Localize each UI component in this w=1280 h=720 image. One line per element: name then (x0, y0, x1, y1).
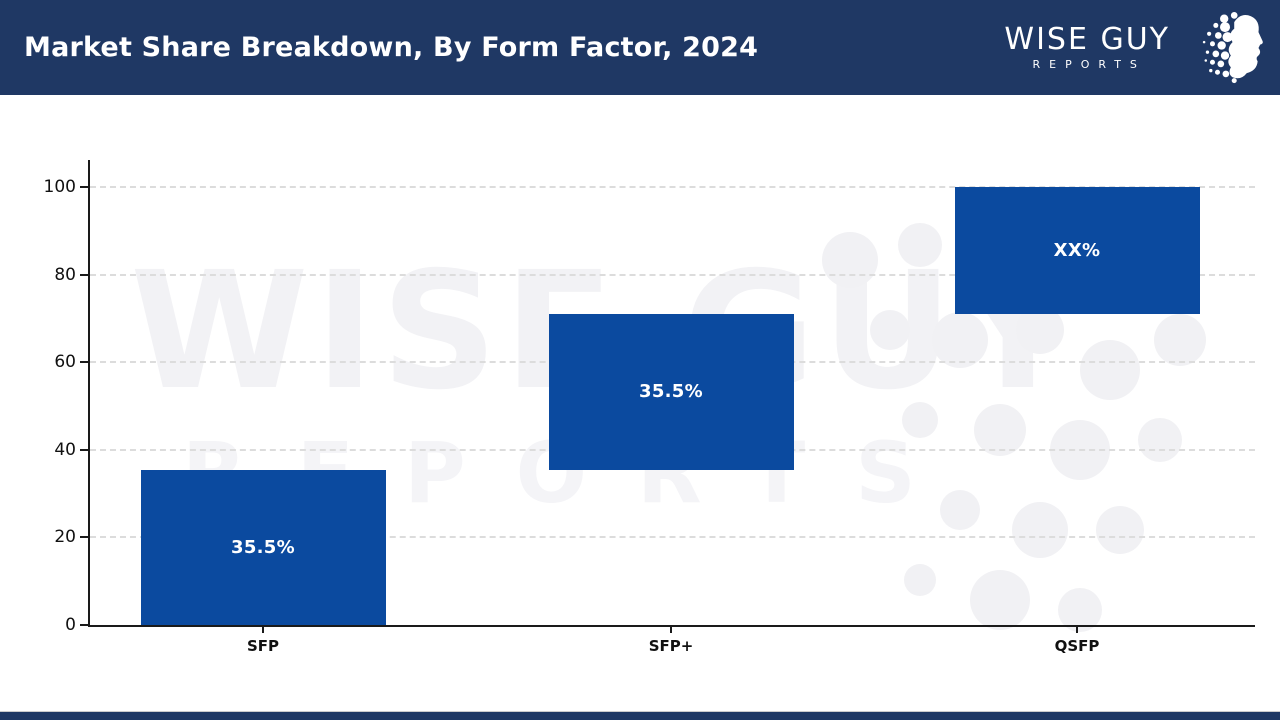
x-tick-mark-0 (262, 627, 264, 633)
bar-sfpplus: 35.5% (548, 314, 794, 470)
gridline-100 (90, 186, 1255, 188)
x-tick-mark-1 (670, 627, 672, 633)
y-tick-label-60: 60 (54, 352, 76, 373)
bar-sfp: 35.5% (140, 469, 386, 625)
y-tick-mark-40 (80, 448, 88, 451)
x-category-label-0: SFP (246, 637, 280, 655)
x-category-label-2: QSFP (1054, 637, 1100, 655)
y-tick-mark-60 (80, 361, 88, 364)
footer-divider (0, 711, 1280, 712)
y-tick-label-40: 40 (54, 439, 76, 460)
bar-value-label: 35.5% (231, 536, 295, 558)
y-tick-label-20: 20 (54, 527, 76, 548)
y-tick-mark-100 (80, 186, 88, 188)
header-bar: Market Share Breakdown, By Form Factor, … (0, 0, 1280, 95)
x-category-label-1: SFP+ (648, 637, 694, 655)
bar-value-label: 35.5% (639, 381, 703, 403)
y-tick-mark-20 (80, 536, 88, 539)
page-title: Market Share Breakdown, By Form Factor, … (24, 32, 759, 63)
bar-qsfp: XX% (954, 187, 1200, 315)
gridline-20 (90, 536, 1255, 539)
y-tick-mark-0 (80, 624, 88, 626)
x-tick-mark-2 (1076, 627, 1078, 633)
plot-area: 0 20 40 60 80 100 35.5% SFP 35.5% SFP+ XX% QSFP (44, 160, 1255, 655)
y-tick-label-100: 100 (43, 177, 76, 197)
y-tick-mark-80 (80, 273, 88, 276)
bar-value-label: XX% (1053, 240, 1101, 262)
y-tick-label-80: 80 (54, 264, 76, 285)
gridline-80 (90, 273, 1255, 276)
wise-guy-reports-logo: WISE GUY REPORTS (1004, 7, 1280, 89)
footer-bar (0, 712, 1280, 720)
logo-wordmark: WISE GUY (1004, 22, 1170, 58)
y-tick-label-0: 0 (65, 615, 76, 635)
dotted-face-icon (1202, 11, 1263, 83)
logo-text: WISE GUY REPORTS (1004, 24, 1170, 71)
logo-subtitle: REPORTS (1032, 57, 1146, 71)
